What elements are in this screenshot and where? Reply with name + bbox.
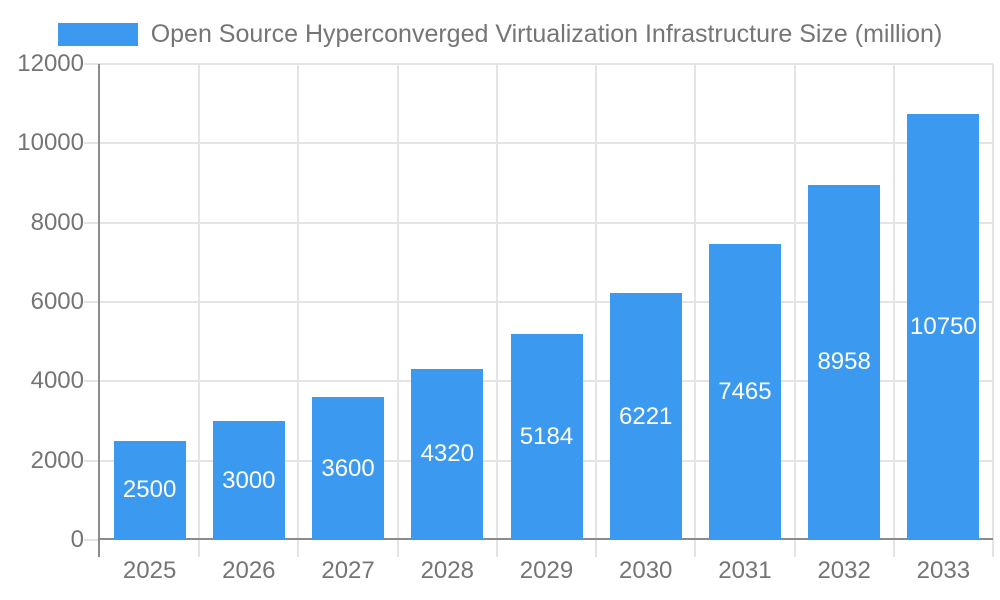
x-axis-tick	[694, 540, 697, 557]
gridline-vertical	[198, 64, 201, 540]
y-axis-label: 0	[70, 526, 84, 553]
gridline-vertical	[595, 64, 598, 540]
legend-swatch[interactable]	[57, 22, 138, 46]
bar: 10750	[907, 113, 980, 540]
x-axis-label: 2029	[519, 557, 574, 584]
legend-label[interactable]: Open Source Hyperconverged Virtualizatio…	[150, 19, 943, 48]
x-axis-label: 2030	[619, 557, 673, 584]
x-axis-label: 2031	[718, 557, 772, 584]
x-axis-label: 2027	[321, 557, 375, 584]
bar-value-label: 8958	[817, 348, 871, 376]
bar-value-label: 6221	[619, 402, 673, 430]
gridline-vertical	[992, 64, 994, 540]
gridline-horizontal	[100, 221, 993, 224]
gridline-horizontal	[100, 301, 993, 303]
x-axis-tick	[992, 540, 994, 557]
gridline-vertical	[793, 64, 796, 540]
bar: 5184	[510, 334, 583, 540]
x-axis-label: 2032	[817, 557, 871, 584]
y-axis-label: 2000	[30, 446, 84, 474]
x-axis-tick	[892, 540, 895, 557]
bar-value-label: 7465	[718, 377, 772, 405]
bar-value-label: 4320	[420, 440, 474, 468]
y-axis-line	[98, 64, 100, 557]
x-axis-tick	[396, 540, 399, 557]
gridline-vertical	[892, 64, 895, 540]
bar: 6221	[609, 293, 682, 540]
y-axis-tick	[84, 459, 100, 462]
x-axis-tick	[793, 540, 796, 557]
gridline-horizontal	[100, 63, 993, 65]
y-axis-label: 10000	[17, 129, 84, 157]
legend: Open Source Hyperconverged Virtualizatio…	[0, 17, 1000, 51]
x-axis-tick	[297, 540, 300, 557]
x-axis-tick	[595, 540, 598, 557]
bar-value-label: 5184	[519, 423, 574, 451]
x-axis-label: 2033	[916, 557, 971, 584]
gridline-vertical	[495, 64, 498, 540]
gridline-horizontal	[100, 142, 993, 145]
y-axis-tick	[84, 63, 100, 65]
y-axis-tick	[84, 301, 100, 303]
bar-value-label: 10750	[910, 312, 977, 340]
bar: 3000	[212, 421, 285, 540]
bar: 7465	[708, 243, 781, 540]
x-axis-tick	[198, 540, 201, 557]
y-axis-tick	[84, 142, 100, 145]
y-axis-label: 6000	[30, 288, 84, 315]
y-axis-label: 8000	[30, 208, 84, 236]
y-axis-label: 4000	[30, 367, 84, 395]
gridline-vertical	[297, 64, 300, 540]
x-axis-label: 2025	[122, 557, 177, 584]
x-axis-label: 2028	[420, 557, 474, 584]
bar-value-label: 2500	[122, 476, 177, 504]
y-axis-tick	[84, 221, 100, 224]
bar-value-label: 3000	[222, 466, 276, 494]
gridline-vertical	[694, 64, 697, 540]
x-axis-tick	[495, 540, 498, 557]
bar: 3600	[312, 397, 385, 540]
bar: 8958	[808, 184, 881, 540]
bar: 2500	[113, 440, 186, 540]
bar-value-label: 3600	[321, 454, 375, 482]
gridline-vertical	[396, 64, 399, 540]
bar: 4320	[411, 368, 484, 540]
y-axis-tick	[84, 380, 100, 383]
y-axis-tick	[84, 539, 100, 541]
y-axis-label: 12000	[17, 50, 84, 77]
x-axis-label: 2026	[222, 557, 276, 584]
